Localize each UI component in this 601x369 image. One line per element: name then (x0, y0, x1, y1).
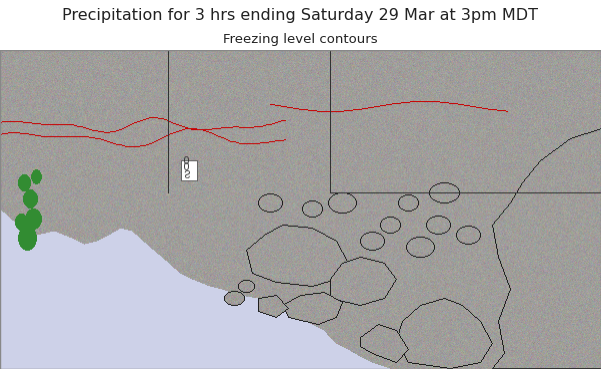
Text: Precipitation for 3 hrs ending Saturday 29 Mar at 3pm MDT: Precipitation for 3 hrs ending Saturday … (63, 8, 538, 24)
Text: Freezing level contours: Freezing level contours (223, 33, 378, 46)
